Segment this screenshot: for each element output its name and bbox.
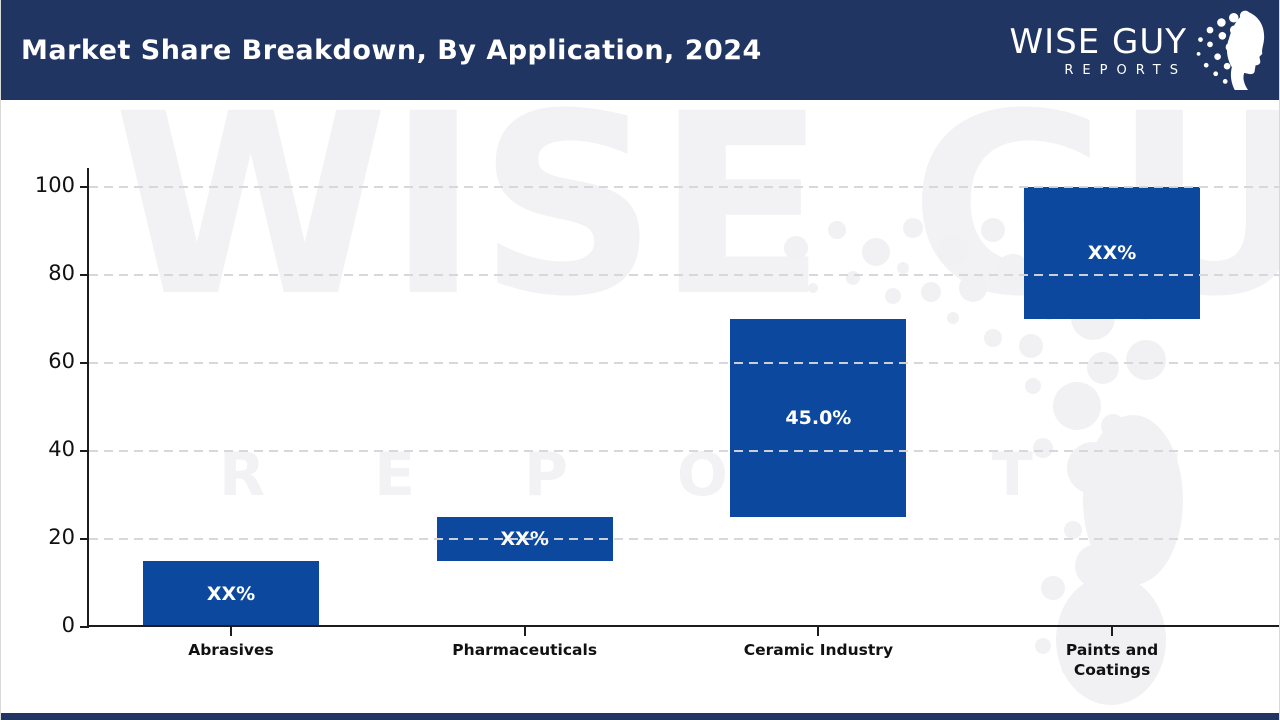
y-tick-mark-100 (80, 186, 89, 188)
x-tick-mark-0 (230, 627, 232, 636)
bar-value-label: 45.0% (785, 407, 852, 429)
x-axis-spine (87, 625, 1279, 627)
gridline-40 (89, 450, 1279, 452)
bar-paints-and-coatings: XX% (1024, 187, 1201, 319)
y-tick-mark-20 (80, 538, 89, 540)
bar-value-label: XX% (1087, 242, 1137, 264)
y-tick-label-60: 60 (48, 349, 75, 373)
x-tick-mark-1 (523, 627, 526, 636)
gridline-100 (89, 186, 1279, 188)
y-tick-label-20: 20 (48, 525, 75, 549)
x-category-label-2: Ceramic Industry (743, 641, 894, 659)
gridline-60 (89, 362, 1279, 364)
brand-name: WISE GUY (1009, 22, 1187, 62)
x-category-label-0: Abrasives (188, 641, 274, 659)
chart-title: Market Share Breakdown, By Application, … (21, 35, 762, 66)
y-tick-label-80: 80 (48, 261, 75, 285)
y-tick-mark-60 (80, 362, 89, 364)
brand-wordmark: WISE GUY REPORTS (1009, 24, 1187, 78)
y-tick-mark-0 (80, 626, 89, 628)
y-tick-label-0: 0 (61, 613, 75, 637)
gridline-20 (89, 538, 1279, 540)
y-tick-label-100: 100 (34, 173, 75, 197)
brand-subtitle: REPORTS (1064, 63, 1187, 78)
y-tick-label-40: 40 (48, 437, 75, 461)
x-category-label-3: Paints and Coatings (1065, 641, 1159, 679)
y-tick-mark-40 (80, 450, 89, 452)
x-tick-mark-3 (1111, 627, 1114, 636)
x-category-label-1: Pharmaceuticals (452, 641, 598, 659)
bar-ceramic-industry: 45.0% (730, 319, 907, 517)
footer-band (1, 713, 1279, 720)
bar-value-label: XX% (206, 583, 256, 605)
x-tick-mark-2 (817, 627, 820, 636)
dotted-face-logo-icon (1196, 10, 1265, 90)
gridline-80 (89, 274, 1279, 276)
bar-abrasives: XX% (143, 561, 319, 627)
header-band: Market Share Breakdown, By Application, … (1, 0, 1279, 100)
brand-logo: WISE GUY REPORTS (1009, 8, 1267, 94)
y-tick-mark-80 (80, 274, 89, 276)
y-axis-spine (87, 168, 89, 627)
